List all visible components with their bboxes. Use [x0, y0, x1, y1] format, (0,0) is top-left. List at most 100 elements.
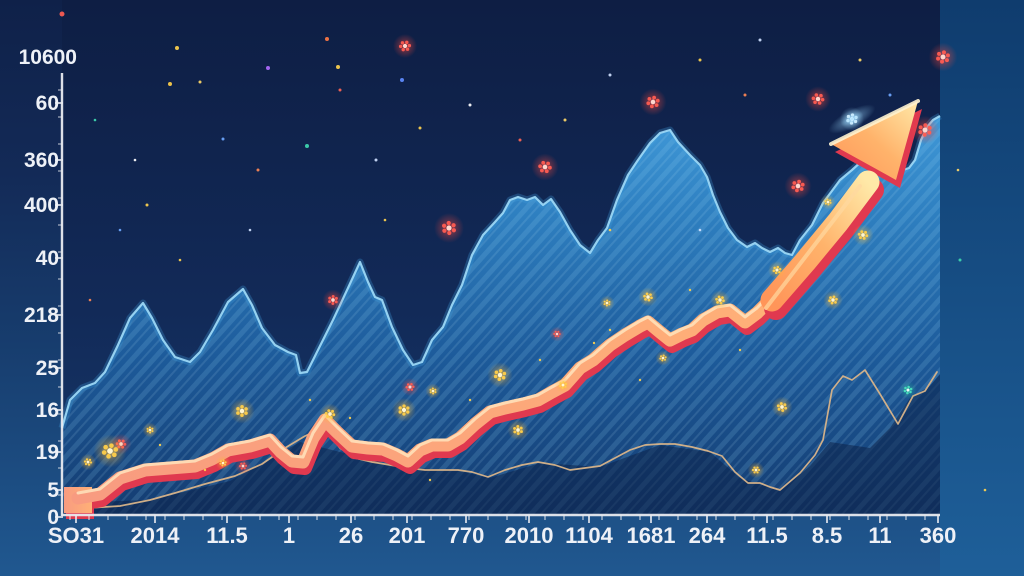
axes: SO31 2014 11.5 1 26 201 770 2010 1104 1681 264 11.5… [19, 46, 957, 548]
star-dot [348, 416, 352, 420]
star-dot [221, 137, 225, 141]
sparkles [59, 11, 987, 492]
x-tick-label: 11.5 [206, 523, 248, 548]
star-dot [592, 341, 596, 345]
star-dot [958, 258, 962, 262]
star-dot [118, 228, 122, 232]
y-tick-label: 5 [47, 479, 59, 502]
red-glow-cluster [234, 457, 252, 475]
gold-glow-cluster [425, 383, 441, 399]
star-dot [93, 118, 97, 122]
arrow-tip-glow [828, 104, 876, 134]
star-dot [305, 144, 309, 148]
star-dot [538, 358, 542, 362]
star-dot [178, 258, 182, 262]
y-tick-label: 16 [36, 399, 59, 422]
red-glow-cluster [784, 172, 812, 200]
star-dot [158, 443, 162, 447]
x-tick-label: 11.5 [746, 523, 788, 548]
gold-glow-cluster [507, 419, 529, 441]
gold-glow-cluster [638, 287, 658, 307]
star-dot [698, 58, 702, 62]
star-dot [563, 118, 567, 122]
gold-glow-cluster [215, 455, 231, 471]
y-tick-label: 360 [24, 149, 59, 172]
gold-glow-cluster [229, 398, 255, 424]
x-tick-label: 360 [920, 523, 957, 548]
star-dot [266, 66, 270, 70]
teal-glow-cluster [899, 381, 917, 399]
star-dot [698, 228, 702, 232]
red-glow-cluster [401, 378, 419, 396]
x-tick-label: SO31 [48, 523, 104, 548]
red-glow-cluster [393, 34, 417, 58]
star-dot [133, 158, 137, 162]
star-dot [608, 73, 612, 77]
gold-glow-cluster [710, 290, 730, 310]
star-dot [983, 488, 987, 492]
gold-glow-cluster [79, 453, 97, 471]
red-glow-cluster [910, 115, 940, 145]
star-dot [400, 78, 404, 82]
star-dot [468, 398, 472, 402]
gold-glow-cluster [599, 295, 615, 311]
star-dot [325, 37, 329, 41]
star-dot [468, 103, 472, 107]
star-dot [888, 93, 892, 97]
x-tick-label: 26 [339, 523, 363, 548]
x-tick-label: 1681 [627, 523, 676, 548]
red-glow-cluster [434, 213, 464, 243]
trend-band [64, 285, 789, 519]
x-tick-label: 770 [448, 523, 485, 548]
star-dot [758, 38, 762, 42]
y-tick-label: 400 [24, 194, 59, 217]
gold-glow-cluster [487, 362, 513, 388]
star-dot [168, 82, 172, 86]
star-dot [336, 65, 340, 69]
star-dot [248, 228, 252, 232]
y-tick-label: 25 [36, 357, 60, 380]
arrow-head [831, 101, 918, 180]
gold-glow-cluster [768, 261, 786, 279]
x-tick-label: 1104 [565, 523, 613, 548]
star-dot [145, 203, 149, 207]
right-margin-strip [940, 0, 1024, 576]
x-tick-label: 201 [389, 523, 426, 548]
star-dot [383, 218, 387, 222]
star-dot [518, 138, 522, 142]
x-tick-label: 2010 [505, 523, 554, 548]
x-tick-label: 8.5 [812, 523, 843, 548]
star-dot [338, 88, 342, 92]
star-dot [638, 378, 642, 382]
star-dot [256, 168, 260, 172]
x-tick-label: 1 [283, 523, 295, 548]
red-glow-cluster [928, 42, 958, 72]
star-dot [608, 228, 612, 232]
y-tick-label: 19 [36, 441, 59, 464]
x-tick-label: 2014 [131, 523, 181, 548]
gold-glow-cluster [747, 461, 765, 479]
star-dot [688, 288, 692, 292]
star-dot [743, 93, 747, 97]
gold-glow-cluster [392, 398, 416, 422]
y-tick-label: 218 [24, 304, 59, 327]
star-dot [956, 168, 960, 172]
x-tick-label: 11 [868, 523, 891, 548]
star-dot [175, 46, 179, 50]
y-tick-label: 60 [36, 92, 59, 115]
star-dot [858, 58, 862, 62]
red-glow-cluster [322, 289, 344, 311]
red-glow-cluster [639, 88, 667, 116]
red-glow-cluster [549, 326, 565, 342]
gold-glow-cluster [852, 224, 874, 246]
star-dot [428, 478, 432, 482]
trend-arrow [760, 99, 922, 320]
mountain-rim [60, 115, 941, 429]
star-dot [198, 80, 202, 84]
gold-glow-cluster [93, 434, 127, 468]
gold-glow-cluster [142, 422, 158, 438]
star-dot [608, 328, 612, 332]
star-dot [59, 11, 65, 17]
gold-glow-cluster [771, 396, 793, 418]
